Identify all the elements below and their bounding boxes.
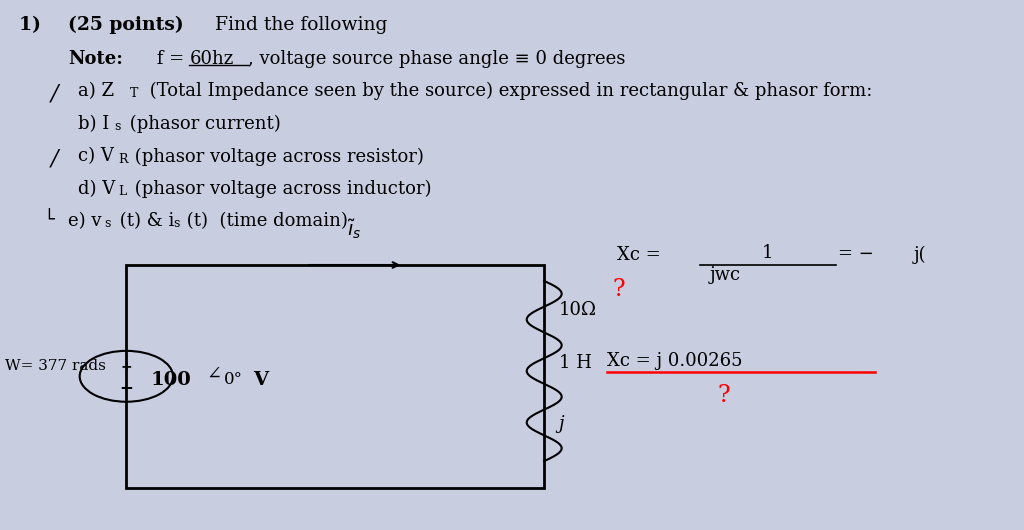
Text: 100: 100 xyxy=(151,371,191,389)
Text: f =: f = xyxy=(151,50,189,68)
Text: └: └ xyxy=(44,212,54,230)
Text: e) v: e) v xyxy=(68,212,101,230)
Text: L: L xyxy=(119,185,127,198)
Text: b) I: b) I xyxy=(78,115,109,133)
Text: +: + xyxy=(121,360,132,374)
Text: (Total Impedance seen by the source) expressed in rectangular & phasor form:: (Total Impedance seen by the source) exp… xyxy=(143,82,872,100)
Text: (25 points): (25 points) xyxy=(68,16,183,34)
Text: 1 H: 1 H xyxy=(559,354,592,372)
Text: j: j xyxy=(559,415,564,433)
Text: 1: 1 xyxy=(762,244,773,262)
Text: 10Ω: 10Ω xyxy=(559,301,597,319)
Text: V: V xyxy=(253,371,268,389)
Text: j(: j( xyxy=(913,245,926,263)
Text: = −: = − xyxy=(838,245,873,263)
Text: ?: ? xyxy=(718,384,730,407)
Text: 0°: 0° xyxy=(223,371,243,388)
Text: ?: ? xyxy=(612,278,625,301)
Text: ∠: ∠ xyxy=(206,366,221,384)
Text: 1): 1) xyxy=(19,16,60,34)
Text: (t) & i: (t) & i xyxy=(114,212,174,230)
Text: jwc: jwc xyxy=(710,266,740,284)
Text: $\tilde{\imath}_s$: $\tilde{\imath}_s$ xyxy=(347,218,361,241)
Text: s: s xyxy=(115,120,121,134)
Text: s: s xyxy=(104,217,111,231)
Text: /: / xyxy=(50,82,58,104)
Text: 60hz: 60hz xyxy=(189,50,233,68)
Text: R: R xyxy=(119,153,128,166)
Text: (phasor voltage across inductor): (phasor voltage across inductor) xyxy=(129,180,432,198)
Text: Xc =: Xc = xyxy=(617,246,660,264)
Text: (phasor current): (phasor current) xyxy=(124,115,282,133)
Text: T: T xyxy=(130,87,138,101)
Text: , voltage source phase angle ≡ 0 degrees: , voltage source phase angle ≡ 0 degrees xyxy=(248,50,626,68)
Text: Find the following: Find the following xyxy=(209,16,387,34)
Text: a) Z: a) Z xyxy=(78,82,114,100)
Text: d) V: d) V xyxy=(78,180,115,198)
Text: −: − xyxy=(120,378,133,396)
Text: /: / xyxy=(50,147,58,170)
Text: s: s xyxy=(173,217,179,231)
Text: Xc = j 0.00265: Xc = j 0.00265 xyxy=(607,352,742,370)
Text: (t)  (time domain): (t) (time domain) xyxy=(181,212,347,230)
Text: (phasor voltage across resistor): (phasor voltage across resistor) xyxy=(129,147,424,165)
Text: c) V: c) V xyxy=(78,147,114,165)
Text: W= 377 rads: W= 377 rads xyxy=(5,359,105,373)
Text: Note:: Note: xyxy=(68,50,123,68)
